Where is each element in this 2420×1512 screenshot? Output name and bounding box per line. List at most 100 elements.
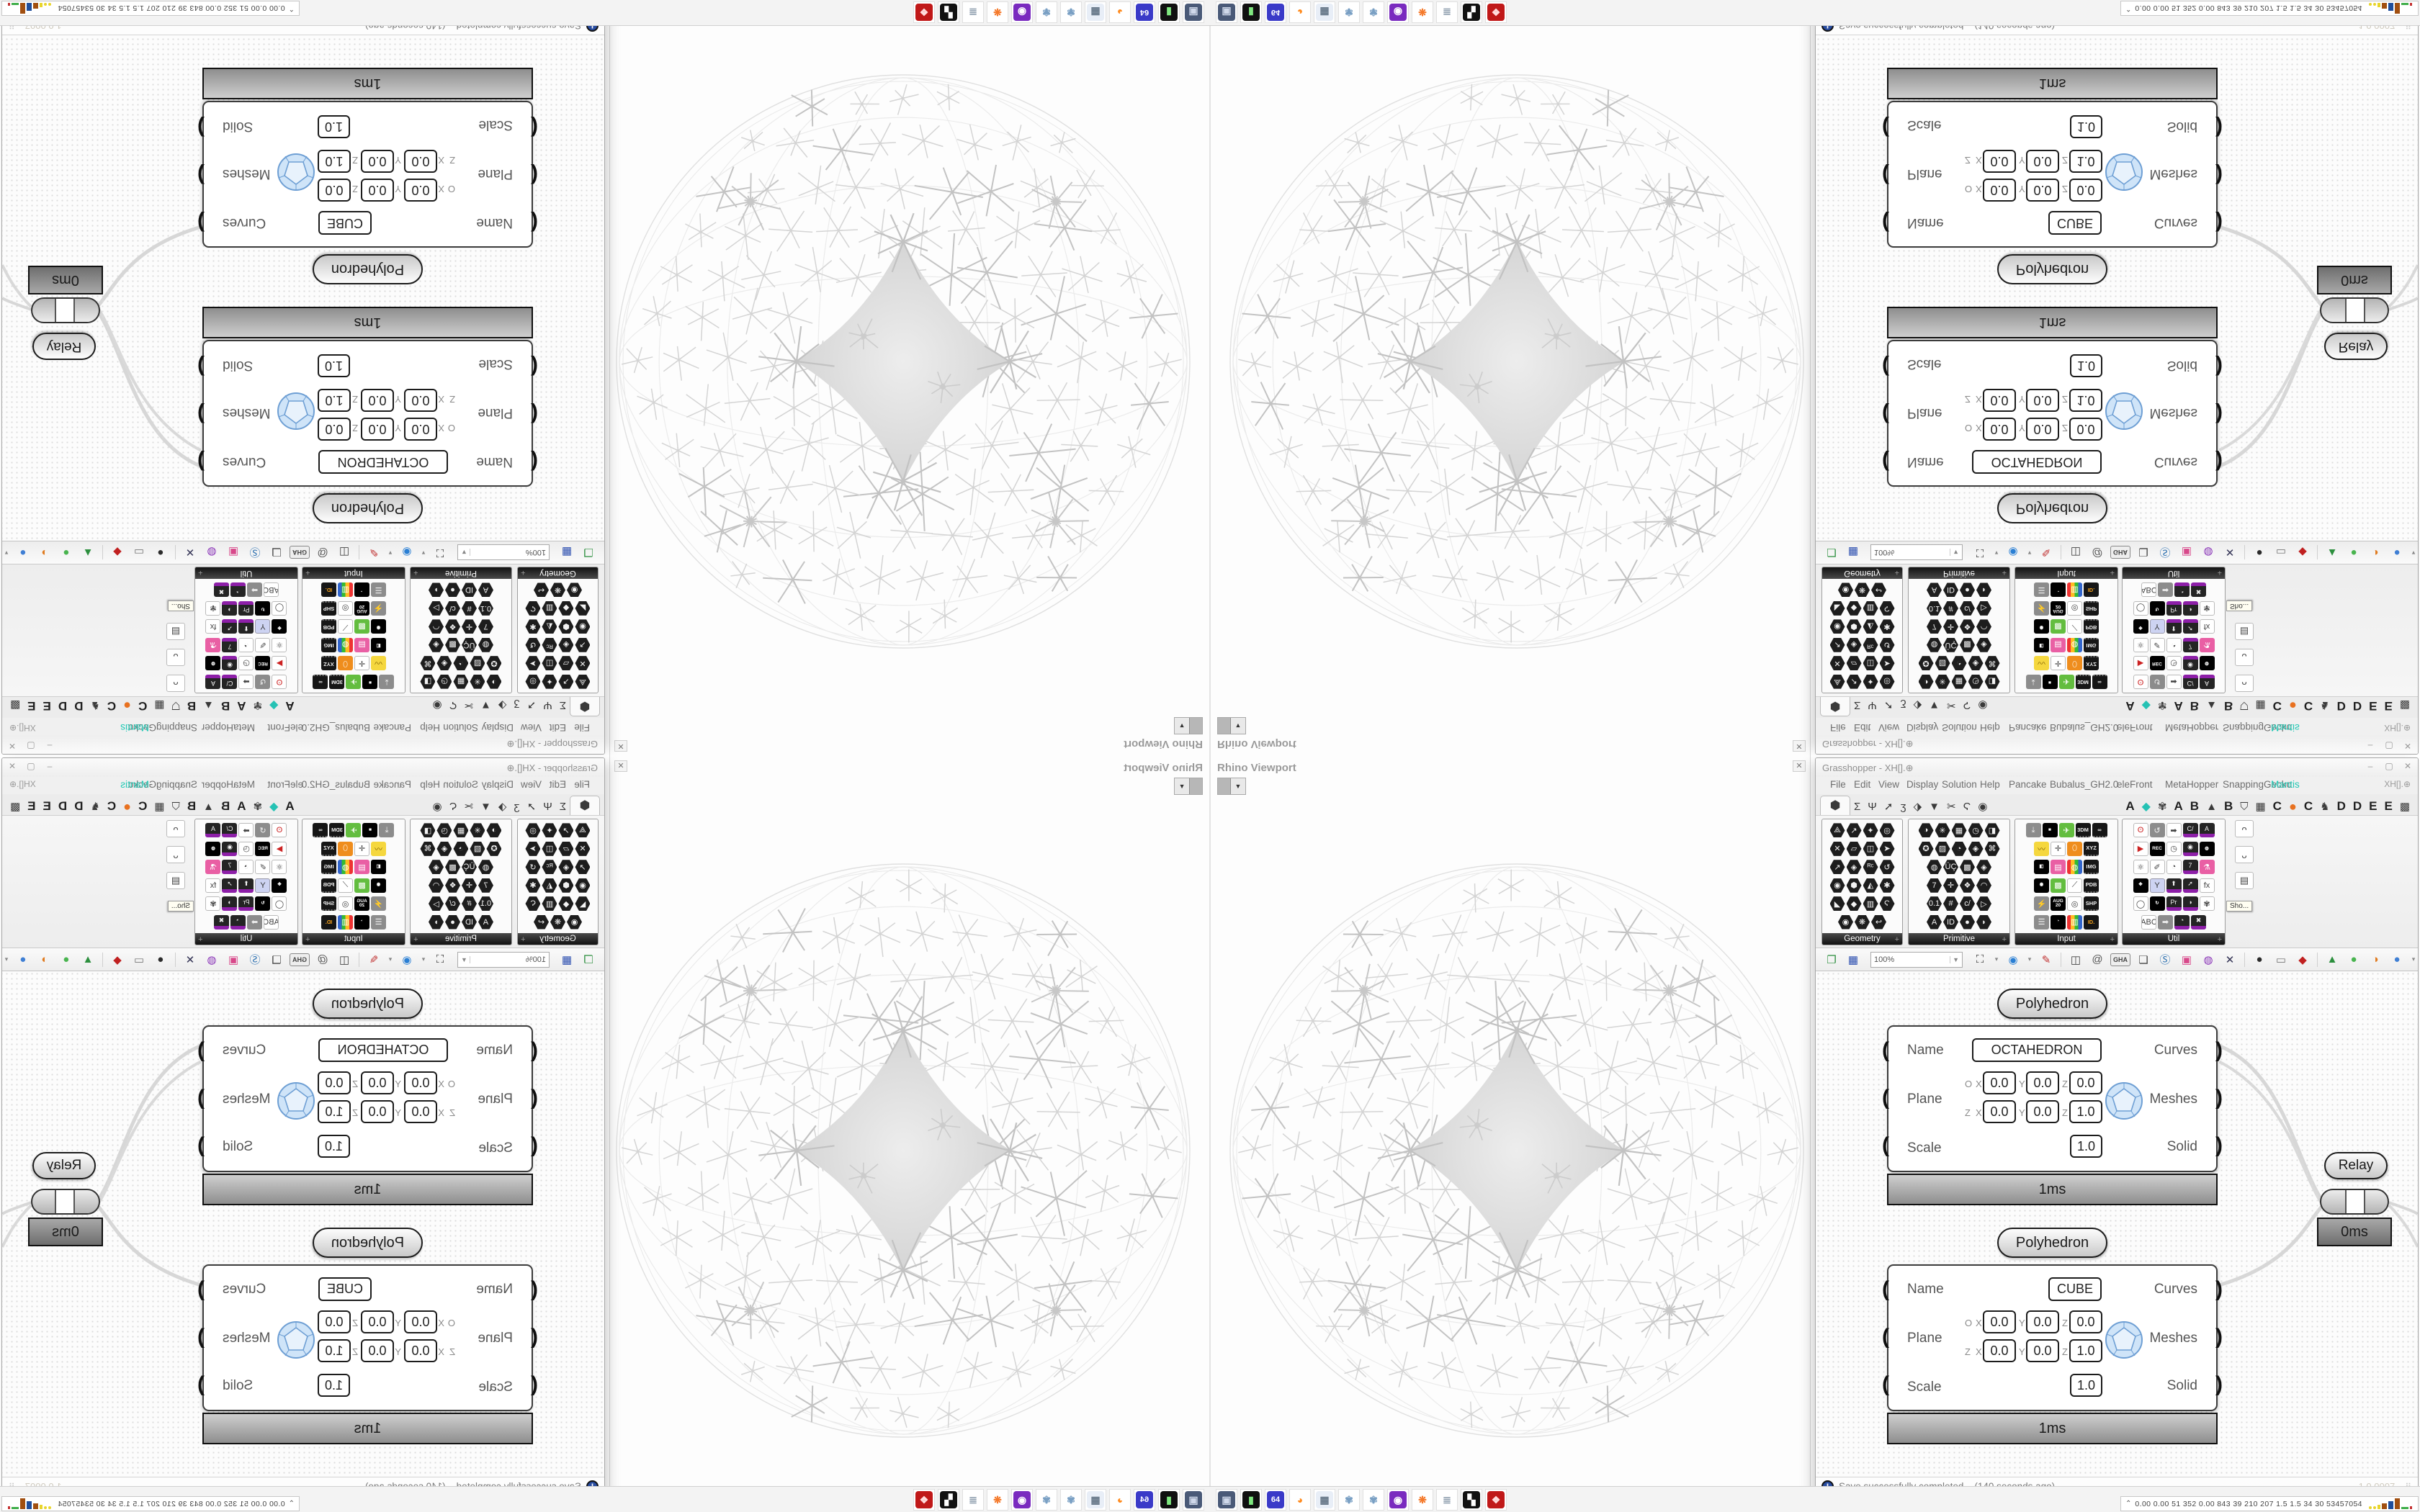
tab-plugin-d[interactable]: D	[58, 799, 68, 813]
tab-icon[interactable]: ▲	[2206, 800, 2217, 813]
tab-plugin-d[interactable]: D	[58, 699, 68, 713]
tab-icon[interactable]: ✂	[464, 699, 473, 711]
component-icon[interactable]: ◉	[575, 619, 591, 634]
menu-elefront[interactable]: eleFront	[2117, 722, 2153, 733]
plane-value[interactable]: 0.0	[1983, 1339, 2016, 1362]
palette-expand-icon[interactable]: +	[198, 935, 203, 944]
component-icon[interactable]: ◈	[437, 656, 452, 670]
input-port[interactable]: (	[1882, 355, 1889, 379]
cluster-icon[interactable]: ▣	[228, 546, 239, 559]
component-icon[interactable]: ⬢	[559, 619, 574, 634]
component-icon[interactable]: ID.	[2084, 582, 2099, 598]
component-icon[interactable]: ◨	[421, 675, 436, 689]
component-icon[interactable]: A	[478, 582, 493, 597]
component-icon[interactable]: REC	[2149, 656, 2165, 671]
component-icon[interactable]: ◈	[1968, 841, 1984, 856]
component-icon[interactable]: ⚡	[371, 600, 386, 616]
sketch-pen-icon[interactable]: ✎	[2041, 546, 2051, 559]
tab-icon[interactable]: ▼	[480, 699, 491, 712]
tab-plugin-a[interactable]: A	[285, 799, 295, 813]
fit-view-icon[interactable]: ⛶	[436, 953, 444, 966]
plane-value[interactable]: 0.0	[361, 1310, 394, 1333]
component-icon[interactable]: ⟋	[2067, 619, 2082, 634]
floppy-64-icon[interactable]: 64	[1265, 1, 1286, 23]
viewport-dropdown[interactable]: ▼	[1174, 717, 1203, 734]
menu-view[interactable]: View	[1878, 722, 1900, 733]
component-icon[interactable]: ◫	[542, 842, 557, 856]
component-icon[interactable]: ▨	[470, 656, 485, 670]
minimize-button[interactable]: –	[2367, 741, 2373, 751]
blender-icon[interactable]: ❋	[987, 1, 1008, 23]
chevron-down-icon[interactable]: ▼	[1175, 718, 1189, 734]
name-value[interactable]: CUBE	[2048, 211, 2102, 235]
component-icon[interactable]: ◑	[1918, 823, 1934, 838]
component-icon[interactable]: PDB	[321, 878, 336, 893]
palette-label[interactable]: Primitive	[1909, 567, 2009, 579]
component-icon[interactable]: ◠	[429, 878, 444, 893]
component-icon[interactable]: ▩	[2051, 878, 2066, 893]
palette-label[interactable]: Primitive	[1909, 933, 2009, 945]
viewport-dropdown-handle[interactable]	[1218, 778, 1231, 794]
titlebar[interactable]: Grasshopper - XH[].⊕ – ▢ ✕	[2, 758, 604, 777]
cards-red-icon[interactable]: ❖	[913, 1, 935, 23]
viewport-dropdown[interactable]: ▼	[1217, 778, 1246, 795]
menu-metahopper[interactable]: MetaHopper	[201, 779, 255, 790]
component-icon[interactable]: ◔	[2174, 582, 2190, 598]
component-icon[interactable]: 0.1	[478, 601, 493, 616]
caret-icon[interactable]: ▾	[2411, 549, 2416, 557]
component-icon[interactable]: ✱	[1880, 619, 1895, 634]
component-icon[interactable]: ☰	[2034, 582, 2049, 598]
component-icon[interactable]: ◉	[2182, 656, 2198, 671]
menu-elefront[interactable]: eleFront	[267, 722, 303, 733]
chevron-down-icon[interactable]: ▼	[1231, 778, 1245, 794]
drive-green-icon[interactable]: ▮	[1158, 1489, 1180, 1511]
input-port[interactable]: (	[1882, 163, 1889, 187]
drive-green-icon[interactable]: ▮	[1158, 1, 1180, 23]
tab-icon[interactable]: ●	[123, 698, 132, 714]
component-icon[interactable]: ◉	[575, 878, 591, 893]
tab-icon[interactable]: ▩	[10, 801, 21, 813]
gha-icon[interactable]: GHA	[2110, 953, 2130, 966]
component-icon[interactable]: ⟋	[2067, 878, 2082, 893]
component-icon[interactable]: ✥	[2133, 878, 2148, 893]
palette-label[interactable]: Geometry	[518, 933, 598, 945]
component-icon[interactable]: SHP	[2084, 896, 2099, 912]
input-port[interactable]: (	[1882, 1133, 1889, 1157]
tab-icon[interactable]: ♞	[2320, 801, 2330, 813]
component-icon[interactable]: ABC	[2141, 914, 2156, 930]
canvas[interactable]: Polyhedron ( ( ( Name Plane Scale OCTAHE…	[2, 971, 604, 1477]
tab-params-active[interactable]: ⬢	[1820, 697, 1850, 716]
component-icon[interactable]: 〰	[371, 656, 386, 671]
component-icon[interactable]: A	[1927, 582, 1942, 597]
polyhedron-component[interactable]: ( ( ( Name Plane Scale CUBE O X 0.0 Y 0.…	[1882, 101, 2223, 248]
component-icon[interactable]: ◯	[272, 896, 287, 912]
plane-value[interactable]: 1.0	[318, 1100, 351, 1123]
plane-value[interactable]: 0.0	[2026, 1100, 2059, 1123]
component-icon[interactable]: ➚	[2182, 619, 2198, 634]
half-orange-icon[interactable]: ◑	[41, 953, 48, 966]
maximize-button[interactable]: ▢	[27, 741, 35, 751]
component-icon[interactable]: ⟁	[1829, 823, 1845, 838]
component-icon[interactable]: ID	[1943, 582, 1958, 597]
plane-value[interactable]: 0.0	[318, 1310, 351, 1333]
tab-icon[interactable]: ✾	[2157, 699, 2167, 711]
input-port[interactable]: (	[1882, 1038, 1889, 1062]
component-icon[interactable]: XYZ	[321, 656, 336, 671]
plane-value[interactable]: 0.0	[361, 1339, 394, 1362]
palette-label[interactable]: Geometry	[518, 567, 598, 579]
component-icon[interactable]: ▷	[1976, 896, 1991, 912]
component-icon[interactable]: ʘ	[272, 674, 287, 689]
component-icon[interactable]: ◣	[575, 896, 591, 911]
component-icon[interactable]: ➚	[2182, 878, 2198, 893]
camera-icon[interactable]: ◫	[339, 953, 350, 966]
plane-value[interactable]: 0.0	[361, 389, 394, 412]
component-icon[interactable]: ◍	[478, 860, 493, 874]
output-port[interactable]: )	[197, 402, 205, 426]
group-header[interactable]: Polyhedron	[313, 254, 423, 284]
gem-red-icon[interactable]: ◆	[113, 953, 122, 966]
zoom-select[interactable]: 100% ▼	[457, 951, 550, 968]
component-icon[interactable]: ◉	[371, 619, 386, 634]
component-icon[interactable]: ◍	[2067, 860, 2082, 875]
menu-help[interactable]: Help	[1980, 722, 2000, 733]
component-icon[interactable]: ⚗	[205, 860, 221, 875]
